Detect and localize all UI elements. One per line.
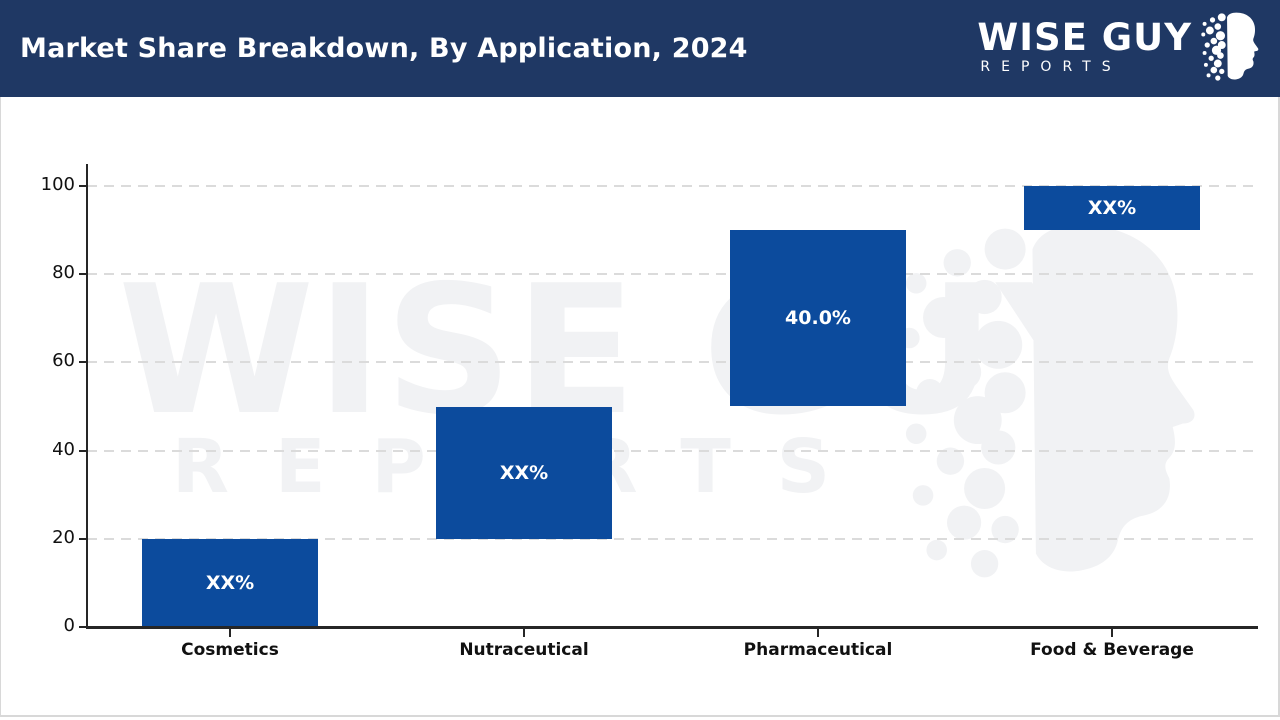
y-tick-label: 100 bbox=[40, 174, 75, 195]
logo-head-icon bbox=[1201, 12, 1259, 81]
category-label-pharmaceutical: Pharmaceutical bbox=[743, 640, 893, 660]
y-tick-label: 0 bbox=[63, 615, 75, 636]
wise-guy-reports-logo: WISE GUY REPORTS bbox=[977, 10, 1264, 84]
y-tick-mark bbox=[79, 449, 87, 452]
header-band: Market Share Breakdown, By Application, … bbox=[0, 0, 1280, 97]
bar-cosmetics: XX% bbox=[142, 538, 318, 627]
x-tick-mark bbox=[817, 629, 819, 637]
y-tick-mark bbox=[79, 185, 87, 187]
y-tick-label: 60 bbox=[52, 350, 75, 372]
chart-title: Market Share Breakdown, By Application, … bbox=[20, 33, 748, 64]
frame-border-left bbox=[0, 97, 1, 717]
bar-value-label: XX% bbox=[1087, 197, 1137, 220]
logo-wiseguy-text: WISE GUY bbox=[977, 16, 1192, 60]
gridline-100 bbox=[87, 185, 1256, 187]
y-tick-mark bbox=[79, 626, 87, 628]
category-label-cosmetics: Cosmetics bbox=[181, 640, 279, 660]
gridline-60 bbox=[87, 361, 1256, 364]
y-tick-label: 20 bbox=[52, 526, 75, 548]
watermark-head-icon bbox=[899, 225, 1195, 578]
y-axis-line bbox=[86, 164, 88, 629]
bar-food-beverage: XX% bbox=[1024, 186, 1200, 231]
logo-reports-text: REPORTS bbox=[980, 58, 1122, 75]
y-tick-label: 80 bbox=[52, 262, 75, 284]
gridline-40 bbox=[87, 449, 1256, 452]
y-tick-label: 40 bbox=[52, 438, 75, 460]
frame-border-bottom bbox=[0, 715, 1280, 717]
bar-value-label: XX% bbox=[205, 571, 255, 594]
x-axis-line bbox=[86, 626, 1258, 629]
gridline-80 bbox=[87, 273, 1256, 276]
x-tick-mark bbox=[523, 629, 525, 637]
x-tick-mark bbox=[1111, 629, 1113, 637]
x-tick-mark bbox=[229, 629, 231, 637]
y-tick-mark bbox=[79, 361, 87, 364]
bar-pharmaceutical: 40.0% bbox=[730, 230, 906, 407]
frame-border-right bbox=[1278, 97, 1280, 717]
y-tick-mark bbox=[79, 537, 87, 540]
gridline-20 bbox=[87, 537, 1256, 540]
category-label-nutraceutical: Nutraceutical bbox=[459, 640, 589, 660]
bar-nutraceutical: XX% bbox=[436, 406, 612, 539]
y-tick-mark bbox=[79, 273, 87, 276]
bar-value-label: XX% bbox=[499, 461, 549, 484]
bar-value-label: 40.0% bbox=[785, 307, 851, 330]
category-label-food-beverage: Food & Beverage bbox=[1030, 640, 1194, 660]
